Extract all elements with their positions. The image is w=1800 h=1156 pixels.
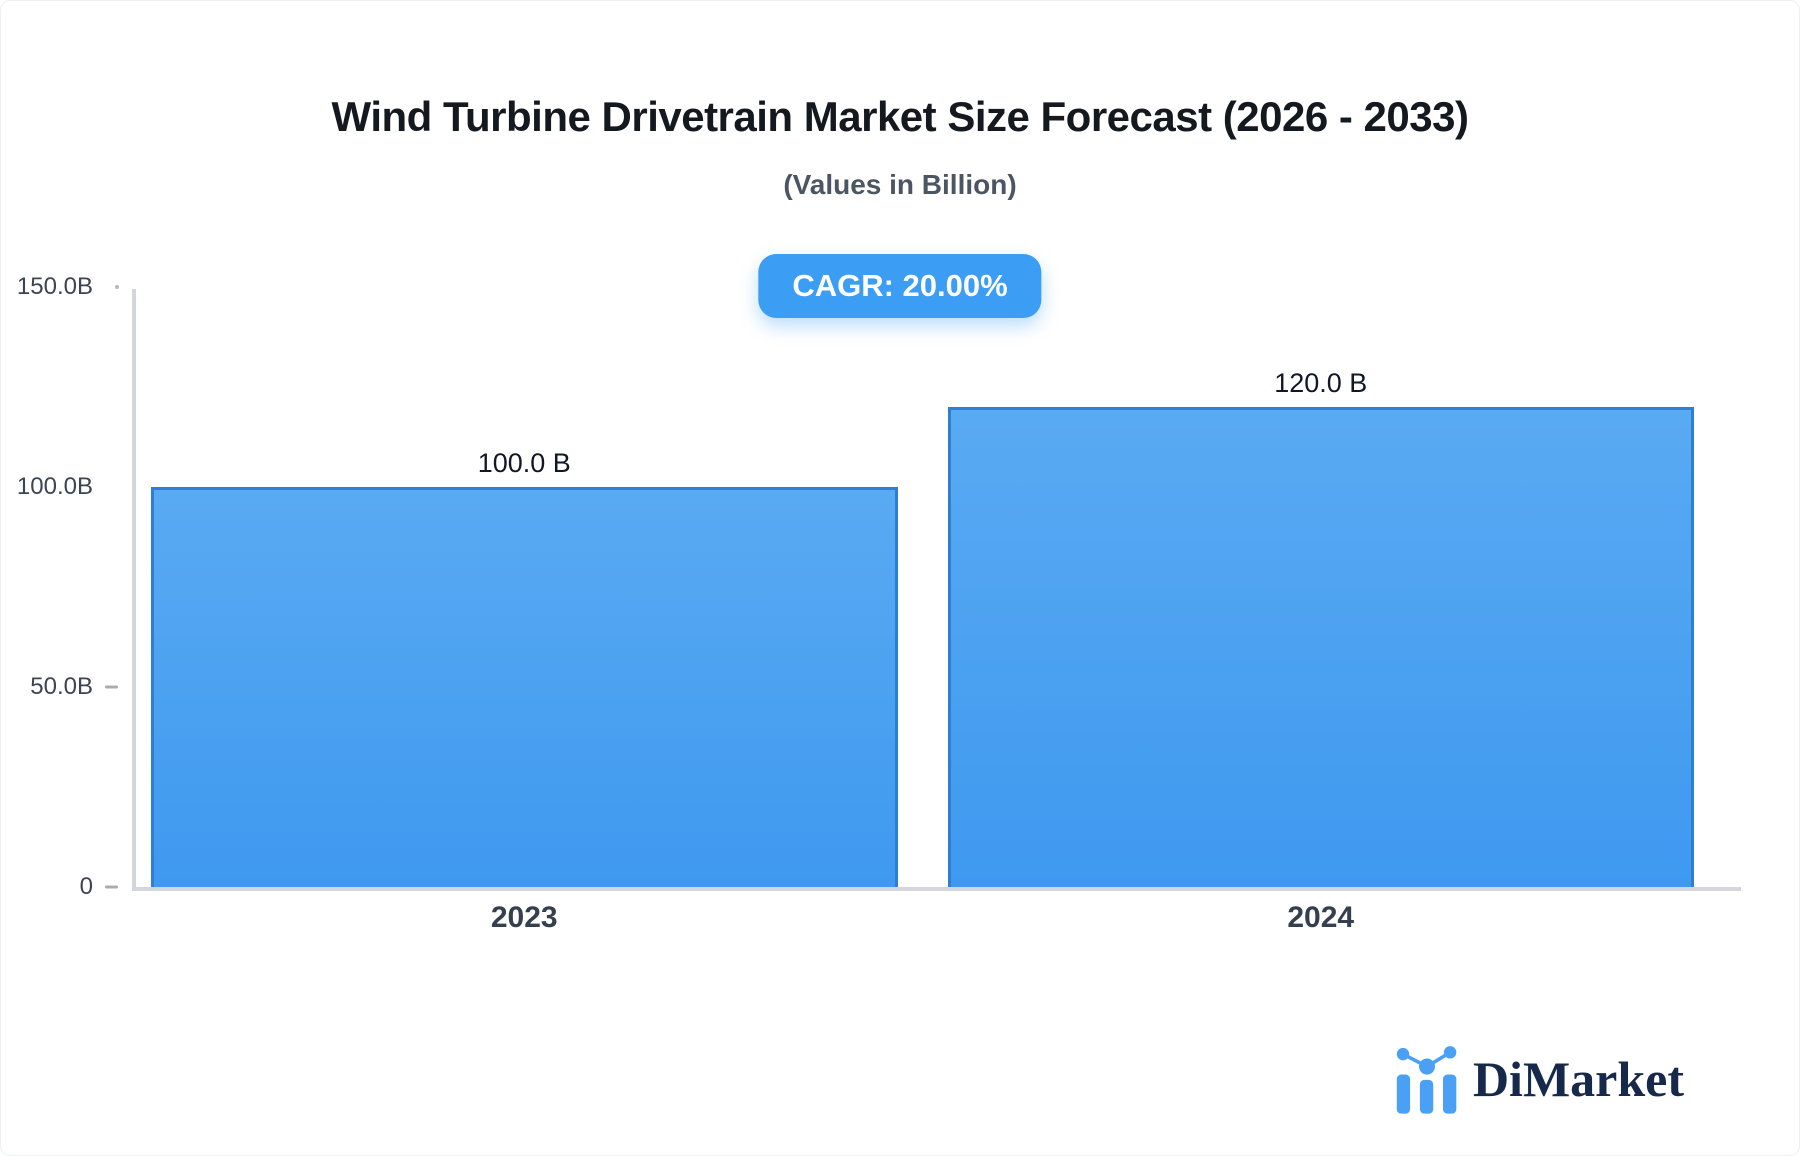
bar-value-label: 120.0 B bbox=[1274, 368, 1368, 398]
bar-group: 120.0 B bbox=[947, 287, 1694, 887]
bar-group: 100.0 B bbox=[151, 287, 898, 887]
brand-logo: DiMarket bbox=[1395, 1044, 1684, 1114]
y-axis-tick-mark bbox=[115, 285, 119, 289]
bar-chart-logo-icon bbox=[1396, 1046, 1457, 1114]
bar-value-label: 100.0 B bbox=[477, 448, 571, 478]
y-axis-tick-mark bbox=[105, 885, 118, 889]
y-axis-tick-label: 50.0B bbox=[30, 673, 93, 700]
chart-subtitle: (Values in Billion) bbox=[783, 169, 1017, 200]
bar bbox=[947, 407, 1694, 887]
x-axis-label: 2024 bbox=[1287, 901, 1355, 934]
bar bbox=[151, 487, 898, 887]
y-axis-tick-label: 150.0B bbox=[16, 273, 93, 300]
x-axis-label: 2023 bbox=[490, 901, 558, 934]
brand-name: DiMarket bbox=[1472, 1051, 1684, 1107]
x-axis-line bbox=[132, 887, 1741, 891]
y-axis-tick-label: 0 bbox=[79, 873, 93, 900]
y-axis-tick-label: 100.0B bbox=[16, 473, 93, 500]
y-axis-line bbox=[132, 289, 136, 890]
y-axis-tick-mark bbox=[105, 685, 118, 689]
x-axis: 2023 2024 bbox=[136, 901, 1741, 935]
plot-area: 100.0 B 120.0 B bbox=[136, 287, 1741, 887]
chart-title: Wind Turbine Drivetrain Market Size Fore… bbox=[331, 93, 1469, 140]
cagr-badge: CAGR: 20.00% bbox=[758, 254, 1042, 318]
